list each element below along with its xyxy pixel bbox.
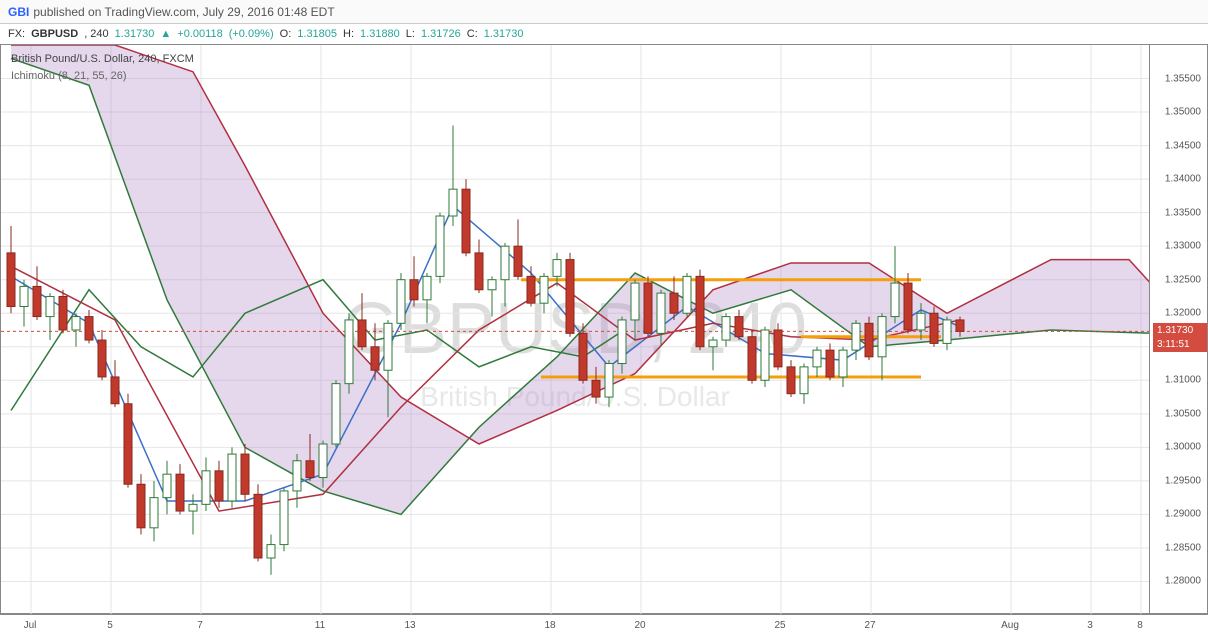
x-tick: 7 xyxy=(197,620,203,631)
y-tick: 1.29500 xyxy=(1165,475,1201,486)
x-tick: 20 xyxy=(634,620,645,631)
c-label: C: xyxy=(467,28,478,40)
y-tick: 1.33000 xyxy=(1165,241,1201,252)
plot[interactable]: GBPUSD, 240 British Pound/U.S. Dollar Br… xyxy=(1,45,1149,613)
y-tick: 1.30500 xyxy=(1165,408,1201,419)
legend-title: British Pound/U.S. Dollar, 240, FXCM xyxy=(11,51,194,68)
y-tick: 1.32000 xyxy=(1165,308,1201,319)
x-tick: 8 xyxy=(1137,620,1143,631)
legend: British Pound/U.S. Dollar, 240, FXCM Ich… xyxy=(11,51,194,84)
y-axis[interactable]: 1.28000 1.28500 1.29000 1.29500 1.30000 1.305… xyxy=(1149,45,1207,613)
y-tick: 1.32500 xyxy=(1165,274,1201,285)
y-tick: 1.33500 xyxy=(1165,207,1201,218)
x-tick: 5 xyxy=(107,620,113,631)
y-tick: 1.30000 xyxy=(1165,442,1201,453)
x-tick: Jul xyxy=(24,620,37,631)
x-axis[interactable]: Jul 5 7 11 13 18 20 25 27 Aug 3 8 xyxy=(0,614,1208,634)
l-label: L: xyxy=(406,28,415,40)
author-link[interactable]: GBI xyxy=(8,5,29,19)
x-tick: 11 xyxy=(315,620,325,631)
chart-svg xyxy=(1,45,1149,615)
price-marker: 1.31730 xyxy=(1153,323,1207,338)
y-tick: 1.29000 xyxy=(1165,509,1201,520)
x-tick: 3 xyxy=(1087,620,1093,631)
last-price: 1.31730 xyxy=(115,28,155,40)
o-label: O: xyxy=(280,28,292,40)
legend-indicator: Ichimoku (8, 21, 55, 26) xyxy=(11,68,194,85)
y-tick: 1.28000 xyxy=(1165,576,1201,587)
chart-area[interactable]: GBPUSD, 240 British Pound/U.S. Dollar Br… xyxy=(0,44,1208,614)
l-val: 1.31726 xyxy=(421,28,461,40)
change: +0.00118 xyxy=(177,28,222,40)
publish-header: GBI published on TradingView.com, July 2… xyxy=(0,0,1208,24)
ohlc-bar: FX: GBPUSD , 240 1.31730 ▲ +0.00118 (+0.… xyxy=(0,24,1208,44)
c-val: 1.31730 xyxy=(484,28,524,40)
change-pct: (+0.09%) xyxy=(229,28,274,40)
interval: , 240 xyxy=(84,28,108,40)
x-tick: Aug xyxy=(1001,620,1019,631)
y-tick: 1.31000 xyxy=(1165,375,1201,386)
price-marker: 3:11:51 xyxy=(1153,337,1207,352)
x-tick: 18 xyxy=(544,620,555,631)
x-tick: 25 xyxy=(774,620,785,631)
x-tick: 13 xyxy=(404,620,415,631)
y-tick: 1.35500 xyxy=(1165,73,1201,84)
y-tick: 1.34500 xyxy=(1165,140,1201,151)
y-tick: 1.28500 xyxy=(1165,542,1201,553)
y-tick: 1.35000 xyxy=(1165,107,1201,118)
o-val: 1.31805 xyxy=(297,28,337,40)
symbol[interactable]: GBPUSD xyxy=(31,28,78,40)
x-tick: 27 xyxy=(864,620,875,631)
y-tick: 1.34000 xyxy=(1165,174,1201,185)
symbol-prefix: FX: xyxy=(8,28,25,40)
h-val: 1.31880 xyxy=(360,28,400,40)
h-label: H: xyxy=(343,28,354,40)
up-arrow-icon: ▲ xyxy=(160,28,171,40)
publish-text: published on TradingView.com, July 29, 2… xyxy=(33,5,334,19)
